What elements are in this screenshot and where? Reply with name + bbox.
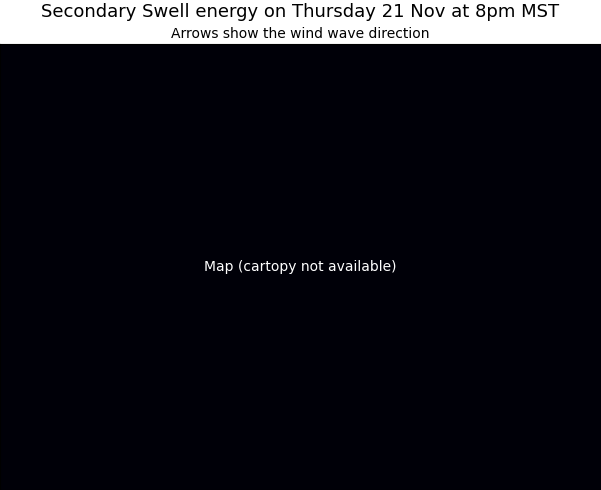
Text: Arrows show the wind wave direction: Arrows show the wind wave direction (171, 27, 430, 41)
Text: Secondary Swell energy on Thursday 21 Nov at 8pm MST: Secondary Swell energy on Thursday 21 No… (41, 3, 560, 22)
Text: Map (cartopy not available): Map (cartopy not available) (204, 260, 397, 274)
